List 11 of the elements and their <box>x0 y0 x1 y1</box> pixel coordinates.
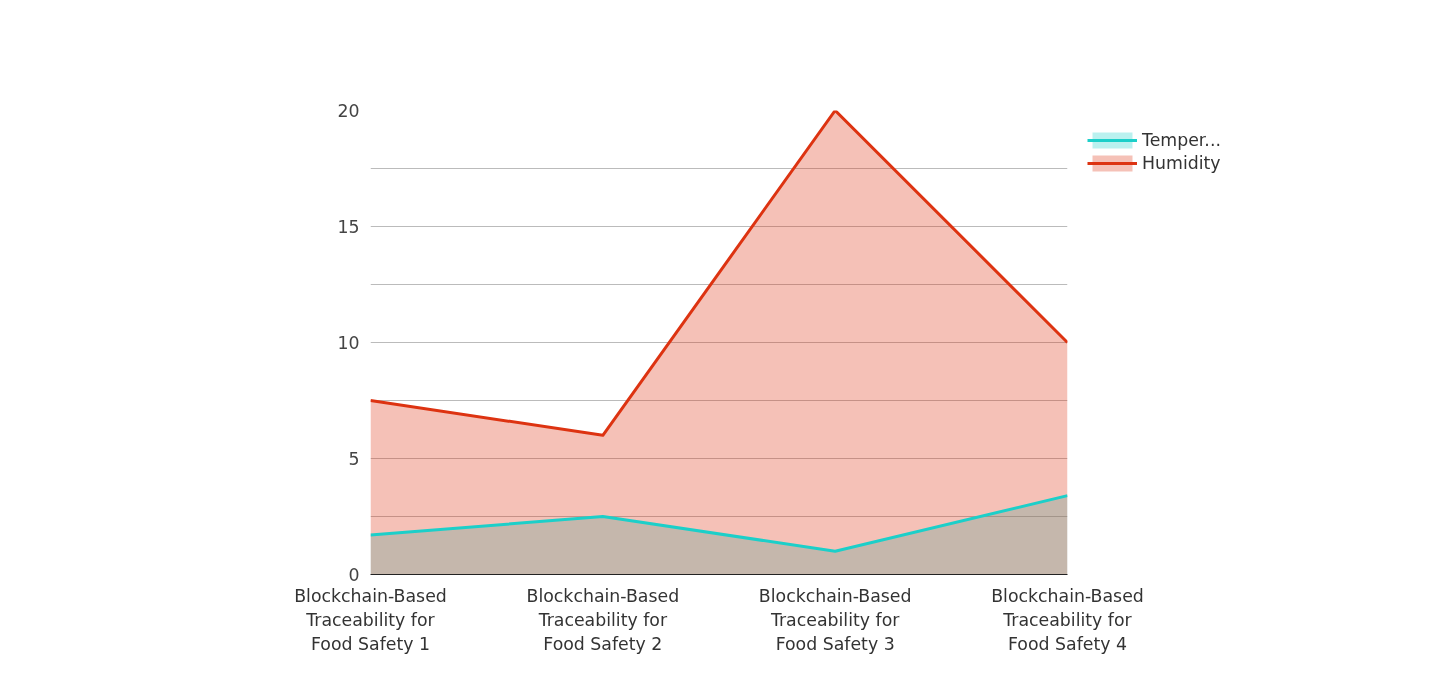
x-tick-label: Blockchain-Based Traceability for Food Safety 3 <box>758 585 912 654</box>
y-tick-label: 0 <box>348 565 360 585</box>
x-tick-label: Blockchain-Based Traceability for Food Safety 1 <box>294 585 447 654</box>
legend-label: Humidity <box>1142 153 1221 173</box>
x-tick-label: Blockchain-Based Traceability for Food Safety 4 <box>991 585 1144 654</box>
y-tick-label: 15 <box>337 217 360 237</box>
y-tick-label: 5 <box>348 449 360 469</box>
y-tick-label: 10 <box>337 333 360 353</box>
x-tick-label: Blockchain-Based Traceability for Food Safety 2 <box>526 585 680 654</box>
legend-label: Temper... <box>1142 130 1221 150</box>
y-tick-label: 20 <box>337 101 360 121</box>
